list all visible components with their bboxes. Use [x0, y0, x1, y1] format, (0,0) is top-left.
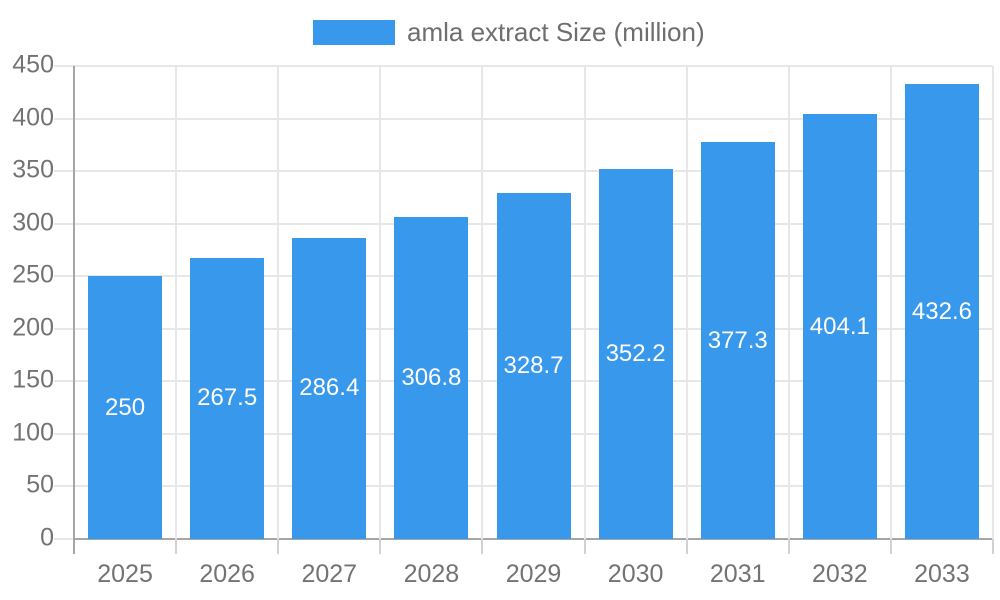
bar[interactable] — [904, 84, 979, 539]
bar-value-label: 432.6 — [911, 297, 972, 325]
x-axis-tick — [583, 539, 586, 554]
x-tick-label: 2033 — [914, 560, 970, 588]
y-tick-label: 300 — [12, 207, 54, 236]
x-grid-line — [175, 66, 178, 539]
y-tick-label: 50 — [26, 470, 54, 499]
x-tick-label: 2032 — [812, 560, 868, 588]
y-tick-label: 400 — [12, 102, 54, 131]
x-axis-baseline — [74, 538, 993, 540]
x-grid-line — [787, 66, 790, 539]
x-tick-label: 2026 — [199, 560, 255, 588]
plot-right-border — [992, 66, 994, 539]
legend[interactable]: amla extract Size (million) — [313, 17, 705, 48]
y-axis-tick — [54, 538, 74, 540]
y-tick-label: 150 — [12, 365, 54, 394]
x-axis-tick — [277, 539, 280, 554]
x-tick-label: 2025 — [97, 560, 153, 588]
bar[interactable] — [496, 193, 571, 539]
y-grid-line — [54, 65, 993, 67]
x-tick-label: 2029 — [505, 560, 562, 588]
x-tick-label: 2031 — [709, 560, 766, 588]
legend-swatch — [313, 20, 395, 45]
bar[interactable] — [802, 114, 877, 539]
x-grid-line — [379, 66, 382, 539]
y-grid-line — [54, 117, 993, 120]
bar-value-label: 352.2 — [605, 339, 666, 367]
x-axis-tick — [685, 539, 688, 554]
bar[interactable] — [394, 216, 469, 539]
bar[interactable] — [700, 142, 775, 539]
bar-value-label: 328.7 — [503, 352, 564, 380]
y-tick-label: 350 — [12, 155, 54, 184]
x-grid-line — [889, 66, 892, 539]
y-tick-label: 250 — [12, 260, 54, 289]
y-tick-label: 100 — [12, 418, 54, 447]
x-tick-label: 2027 — [301, 560, 358, 588]
x-axis-tick — [175, 539, 178, 554]
bar-value-label: 267.5 — [197, 384, 258, 412]
x-axis-tick — [889, 539, 892, 554]
x-axis-tick — [481, 539, 484, 554]
bar-value-label: 377.3 — [707, 326, 768, 354]
x-grid-line — [277, 66, 280, 539]
x-axis-tick — [379, 539, 382, 554]
x-tick-label: 2028 — [403, 560, 460, 588]
x-grid-line — [481, 66, 484, 539]
bar[interactable] — [292, 237, 367, 539]
y-tick-label: 0 — [40, 523, 54, 552]
y-tick-label: 450 — [12, 50, 54, 79]
x-grid-line — [583, 66, 586, 539]
y-grid-line — [54, 170, 993, 173]
bar[interactable] — [88, 276, 163, 539]
x-grid-line — [685, 66, 688, 539]
y-axis-line — [73, 66, 75, 554]
y-tick-label: 200 — [12, 313, 54, 342]
bar-value-label: 286.4 — [299, 374, 360, 402]
x-axis-tick — [787, 539, 790, 554]
bar-value-label: 250 — [105, 393, 146, 421]
bar[interactable] — [190, 257, 265, 539]
legend-label: amla extract Size (million) — [407, 17, 705, 47]
bar[interactable] — [598, 168, 673, 539]
bar-value-label: 404.1 — [809, 312, 870, 340]
x-axis-tick — [992, 539, 994, 554]
x-tick-label: 2030 — [607, 560, 664, 588]
bar-value-label: 306.8 — [401, 363, 462, 391]
